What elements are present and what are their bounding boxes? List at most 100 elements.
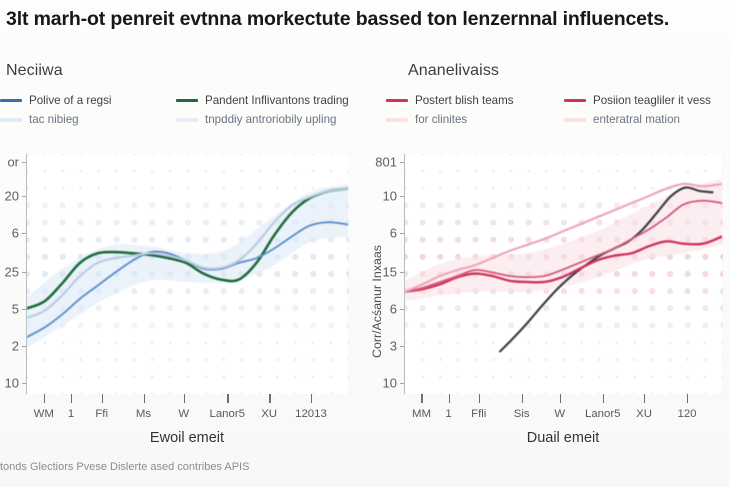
legend-swatch-band-icon <box>386 117 408 122</box>
y-tick-mark <box>400 196 404 197</box>
legend-swatch-band-icon <box>0 117 22 122</box>
series-line <box>27 187 348 319</box>
legend-item[interactable]: for clinites <box>386 113 564 126</box>
legend-item[interactable]: Postert blish teams <box>386 94 564 107</box>
legend-swatch-band-icon <box>176 117 198 122</box>
legend-label: tnpddiy antroriobily upling <box>205 113 337 126</box>
panel-left-legend: Polive of a regsi tac nibieg Pandent Inf… <box>0 94 360 126</box>
y-tick-label: 3 <box>389 338 397 354</box>
x-axis-title-right: Duail emeit <box>526 430 600 446</box>
legend-item[interactable]: tac nibieg <box>0 113 176 126</box>
x-tick-label: Ffli <box>471 408 487 420</box>
y-tick-label: 10 <box>382 375 397 391</box>
x-tick-label: XU <box>636 408 652 420</box>
x-tick-mark <box>448 394 450 403</box>
y-tick-label: or <box>7 154 19 170</box>
x-tick-mark <box>43 394 46 403</box>
series-line <box>405 182 722 293</box>
x-axis-title-left: Ewoil emeit <box>149 430 225 446</box>
y-tick-label: 15 <box>382 264 397 280</box>
x-axis-right: MM 1 Ffli Sis W Lanor5 XU 120 <box>404 394 722 434</box>
x-tick-label: Ms <box>135 408 152 420</box>
x-tick-mark <box>421 394 423 403</box>
y-tick-label: 10 <box>382 188 397 204</box>
panel-left-plot-area: WM 1 Ffi Ms W Lanor5 XU 12013 or 20 6 25 5 2 10 <box>5 154 349 420</box>
x-tick-mark <box>101 394 104 403</box>
x-tick-label: Ffi <box>95 408 108 420</box>
legend-label: Postert blish teams <box>415 94 514 107</box>
x-tick-label: W <box>554 408 566 420</box>
y-tick-mark <box>22 308 26 310</box>
x-tick-mark <box>687 394 689 403</box>
x-tick-mark <box>143 394 145 403</box>
x-tick-label: Lanor5 <box>209 408 245 420</box>
y-tick-mark <box>400 308 404 310</box>
legend-item[interactable]: Pandent Inflivantons trading <box>176 94 360 107</box>
panel-right-plot-area: MM 1 Ffli Sis W Lanor5 XU 120 801 10 6 15 6 3 10 <box>375 154 723 420</box>
y-tick-mark <box>22 346 26 347</box>
x-tick-label: W <box>178 408 190 420</box>
x-tick-mark <box>602 394 605 403</box>
legend-swatch-line-icon <box>564 99 586 102</box>
legend-label: Posiion teagliler it vess <box>593 94 711 107</box>
y-tick-mark <box>22 383 26 385</box>
x-tick-mark <box>644 394 646 403</box>
x-tick-label: WM <box>33 408 54 420</box>
y-tick-label: 6 <box>389 225 397 241</box>
x-tick-mark <box>269 394 271 403</box>
series-line <box>27 187 348 310</box>
legend-label: tac nibieg <box>29 113 79 126</box>
series-line <box>405 199 722 293</box>
confidence-band <box>27 183 348 348</box>
x-tick-label: MM <box>411 408 431 420</box>
y-tick-label: 801 <box>375 154 397 170</box>
y-tick-label: 5 <box>11 301 19 317</box>
x-tick-label: 12013 <box>295 408 327 420</box>
y-tick-mark <box>22 233 26 235</box>
legend-label: Polive of a regsi <box>29 94 112 107</box>
legend-label: for clinites <box>415 113 468 126</box>
x-tick-mark <box>183 394 186 403</box>
legend-item[interactable]: enteratral mation <box>564 113 730 126</box>
y-tick-label: 6 <box>11 225 19 241</box>
series-line <box>405 235 722 293</box>
legend-swatch-line-icon <box>0 99 22 102</box>
panel-right-legend: Postert blish teams for clinites Posiion… <box>386 94 730 126</box>
y-tick-mark <box>400 383 404 385</box>
plot-frame <box>404 154 723 394</box>
legend-swatch-line-icon <box>386 99 408 102</box>
y-tick-mark <box>400 233 404 235</box>
y-tick-mark <box>22 196 26 197</box>
legend-label: Pandent Inflivantons trading <box>205 94 349 107</box>
y-tick-mark <box>22 271 26 273</box>
chart-panel-left: Neciiwa Polive of a regsi tac nibieg Pan… <box>0 58 366 458</box>
y-axis-title-right: Corr/Acśanur Inxaas <box>370 245 384 358</box>
page-title: 3lt marh-ot penreit evtnna morkectute ba… <box>6 8 670 30</box>
y-tick-mark <box>400 162 404 164</box>
y-tick-mark <box>400 346 404 347</box>
legend-item[interactable]: tnpddiy antroriobily upling <box>176 113 360 126</box>
legend-item[interactable]: Polive of a regsi <box>0 94 176 107</box>
legend-label: enteratral mation <box>593 113 680 126</box>
x-tick-mark <box>559 394 562 403</box>
plot-series-svg <box>27 183 348 348</box>
y-tick-label: 2 <box>11 338 19 354</box>
x-tick-mark <box>71 394 73 403</box>
x-tick-label: 120 <box>677 408 697 420</box>
chart-panel-right: Ananelivaiss Postert blish teams for cli… <box>366 58 730 458</box>
x-tick-label: Lanor5 <box>585 408 621 420</box>
plot-series-svg <box>405 179 722 353</box>
x-tick-label: Sis <box>513 408 530 420</box>
legend-swatch-band-icon <box>564 117 586 122</box>
plot-frame <box>26 154 349 394</box>
panel-left-heading: Neciiwa <box>6 62 63 79</box>
legend-item[interactable]: Posiion teagliler it vess <box>564 94 730 107</box>
x-tick-label: 1 <box>445 408 452 420</box>
x-tick-label: XU <box>261 408 278 420</box>
panel-right-heading: Ananelivaiss <box>408 62 500 79</box>
y-tick-label: 20 <box>4 188 19 204</box>
x-tick-mark <box>521 394 524 403</box>
y-tick-mark <box>400 271 404 273</box>
y-tick-label: 6 <box>389 301 397 317</box>
